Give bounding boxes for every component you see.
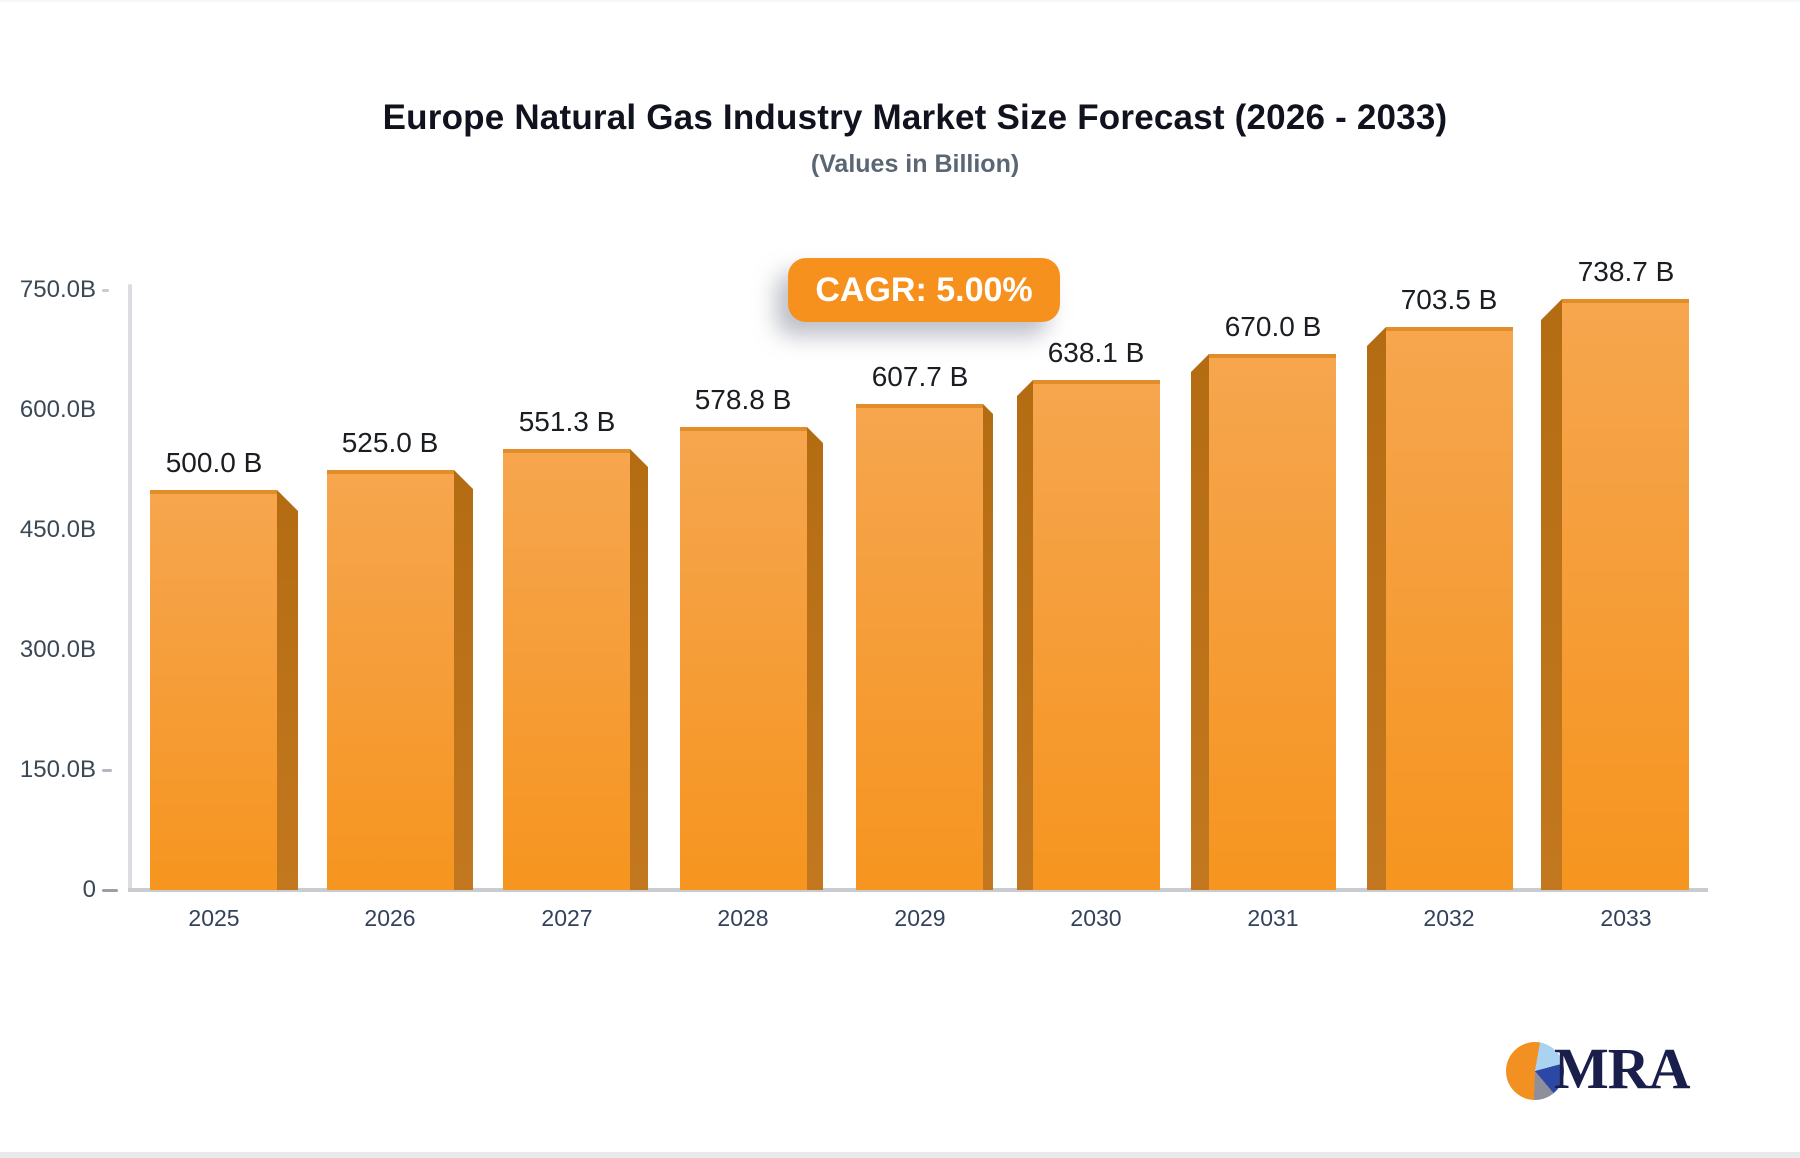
bar-front-face-2028 (680, 427, 807, 890)
year-label-2031: 2031 (1247, 905, 1299, 931)
chart-subtitle: (Values in Billion) (810, 150, 1020, 178)
bar-2025[interactable] (150, 490, 298, 890)
bar-2032[interactable] (1367, 327, 1513, 890)
ytick-150.0B: 150.0B (19, 756, 96, 783)
bar-2027[interactable] (503, 449, 648, 890)
bar-front-face-2032 (1386, 327, 1513, 890)
bar-side-face-2031 (1191, 354, 1209, 890)
bar-side-face-2032 (1367, 327, 1386, 890)
bottom-border-strip (0, 1152, 1800, 1158)
ytick-0: 0 (82, 876, 96, 903)
bar-front-face-2025 (150, 490, 277, 890)
ytick-750.0B: 750.0B (19, 276, 96, 303)
bar-front-face-2029 (856, 404, 983, 890)
bar-2033[interactable] (1541, 299, 1689, 890)
bar-value-label-2025: 500.0 B (165, 447, 263, 478)
bar-value-label-2027: 551.3 B (518, 406, 616, 437)
year-label-2028: 2028 (717, 905, 769, 931)
bar-2028[interactable] (680, 427, 823, 890)
bar-front-face-2026 (327, 470, 454, 890)
bar-2026[interactable] (327, 470, 473, 890)
chart-title: Europe Natural Gas Industry Market Size … (382, 98, 1448, 137)
bar-side-face-2029 (983, 404, 993, 890)
ytick-600.0B: 600.0B (19, 396, 96, 423)
bar-2031[interactable] (1191, 354, 1336, 890)
bar-value-label-2031: 670.0 B (1224, 311, 1322, 342)
ytick-300.0B: 300.0B (19, 636, 96, 663)
year-label-2030: 2030 (1070, 905, 1122, 931)
bar-side-face-2025 (277, 490, 298, 890)
x-axis-baseline (128, 888, 1708, 892)
bar-front-face-2027 (503, 449, 630, 890)
ytick-450.0B: 450.0B (19, 516, 96, 543)
bar-side-face-2026 (454, 470, 473, 890)
bar-value-label-2026: 525.0 B (341, 427, 439, 458)
bar-value-label-2028: 578.8 B (694, 384, 792, 415)
year-label-2027: 2027 (541, 905, 593, 931)
bar-side-face-2030 (1017, 380, 1033, 890)
bar-value-label-2029: 607.7 B (871, 361, 969, 392)
mra-logo-text: MRA (1554, 1036, 1691, 1101)
bar-front-face-2030 (1033, 380, 1160, 890)
year-label-2032: 2032 (1423, 905, 1475, 931)
cagr-badge: CAGR: 5.00% (788, 258, 1060, 322)
ytick-dash-750.0B (102, 289, 109, 292)
bar-side-face-2033 (1541, 299, 1562, 890)
year-label-2029: 2029 (894, 905, 946, 931)
year-label-2025: 2025 (188, 905, 240, 931)
ytick-dash-0 (102, 889, 118, 892)
bar-2030[interactable] (1017, 380, 1160, 890)
mra-pie-chart-icon (1506, 1042, 1564, 1100)
bar-side-face-2027 (630, 449, 648, 890)
year-label-2033: 2033 (1600, 905, 1652, 931)
bar-value-label-2033: 738.7 B (1577, 256, 1675, 287)
bar-2029[interactable] (856, 404, 993, 890)
bar-value-label-2032: 703.5 B (1400, 284, 1498, 315)
bar-front-face-2033 (1562, 299, 1689, 890)
ytick-dash-150.0B (102, 769, 112, 772)
bar-front-face-2031 (1209, 354, 1336, 890)
y-axis-line (128, 284, 132, 892)
bar-value-label-2030: 638.1 B (1047, 337, 1145, 368)
bar-side-face-2028 (807, 427, 823, 890)
year-label-2026: 2026 (364, 905, 416, 931)
